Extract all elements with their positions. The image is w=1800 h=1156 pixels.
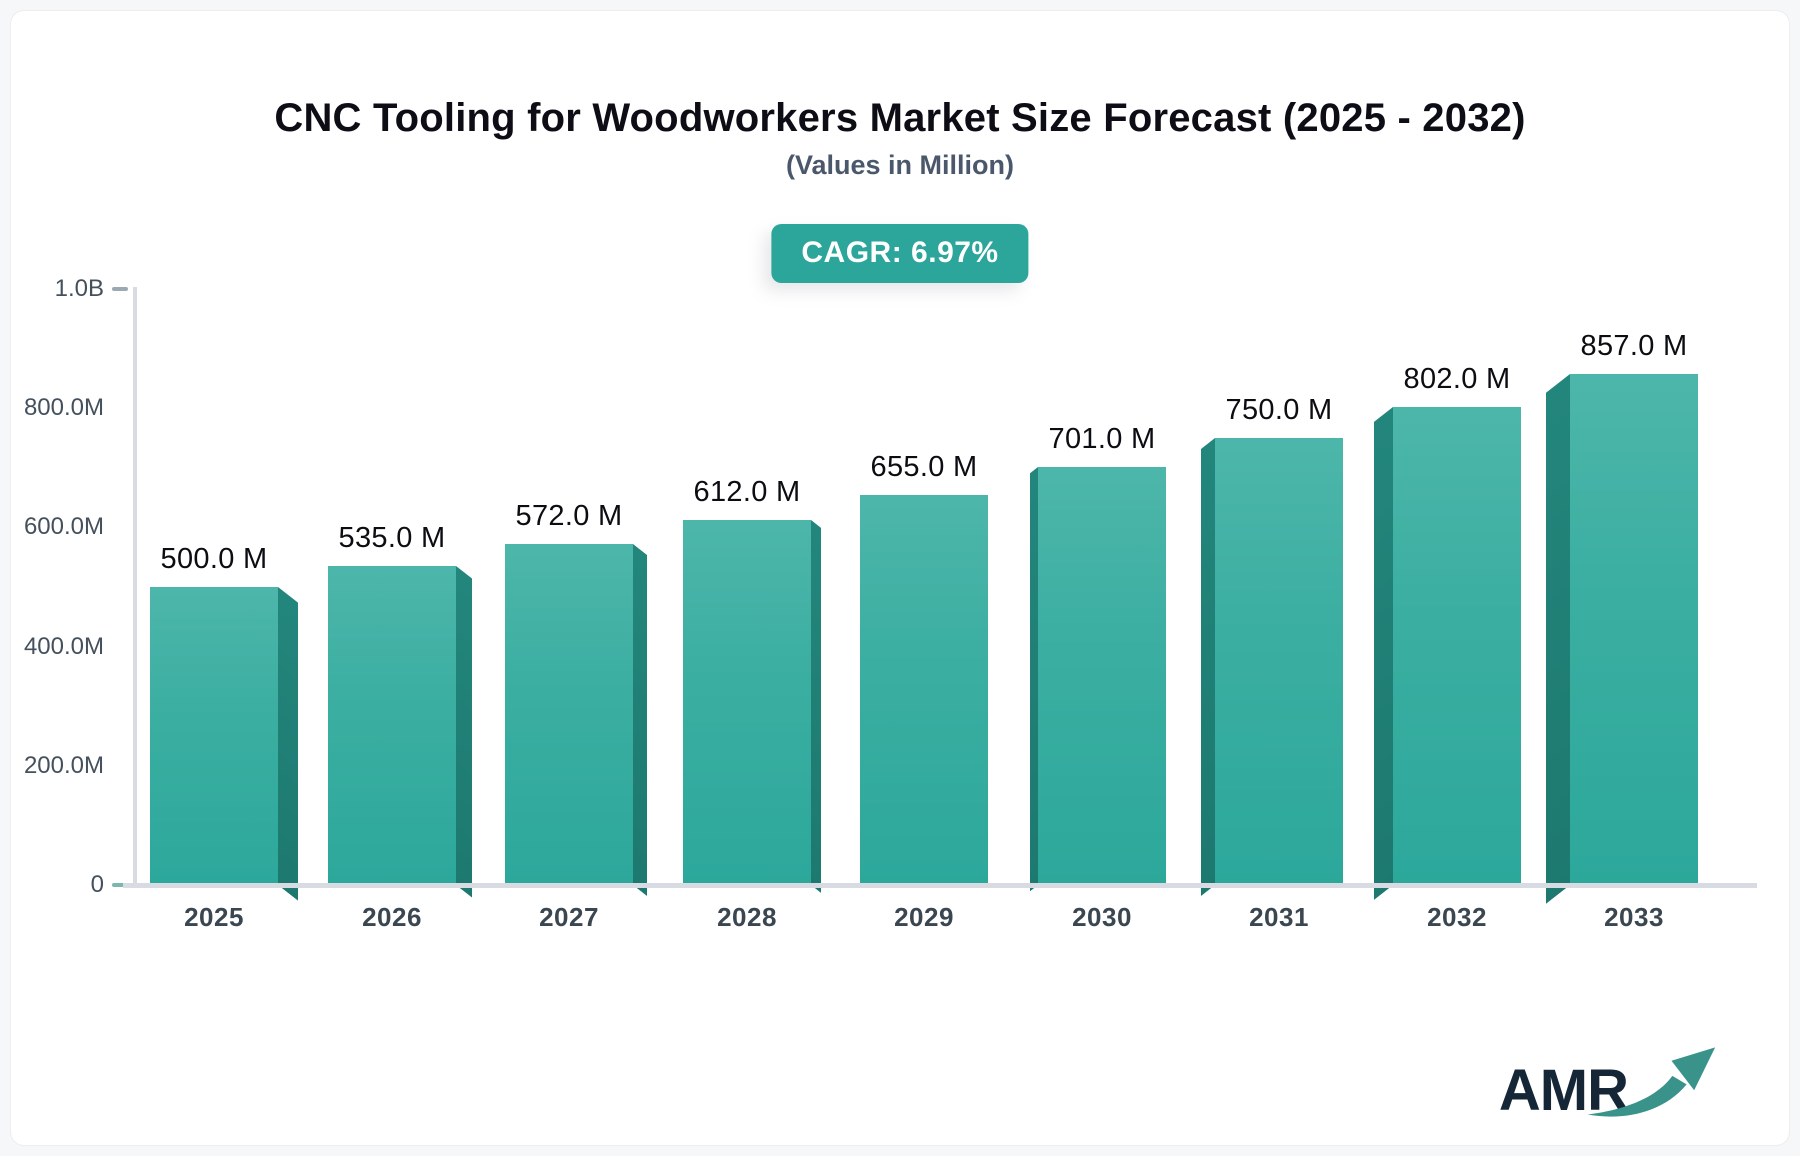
bar-2031[interactable] (1215, 438, 1343, 885)
y-axis-tick-0 (112, 883, 128, 887)
bar-side-2025 (278, 587, 298, 901)
bar-value-label-2032: 802.0 M (1403, 363, 1511, 395)
x-axis-label-2025: 2025 (184, 902, 244, 932)
bar-side-2026 (456, 566, 472, 898)
bar-side-2028 (811, 520, 821, 893)
bar-value-label-2025: 500.0 M (160, 543, 268, 575)
x-axis-label-2028: 2028 (717, 902, 777, 932)
x-axis-label-2032: 2032 (1427, 902, 1487, 932)
bar-2025[interactable] (150, 587, 278, 885)
bar-value-label-2027: 572.0 M (515, 500, 623, 532)
growth-arrow-icon (1587, 1047, 1716, 1117)
bar-2032[interactable] (1393, 407, 1521, 885)
bar-2029[interactable] (860, 495, 988, 885)
bar-side-2030 (1030, 467, 1038, 892)
bar-value-label-2031: 750.0 M (1225, 394, 1333, 426)
chart-title: CNC Tooling for Woodworkers Market Size … (274, 96, 1526, 140)
bar-side-2033 (1546, 374, 1570, 904)
cagr-badge: CAGR: 6.97% (771, 224, 1029, 283)
chart-subtitle: (Values in Million) (785, 150, 1015, 180)
bar-side-2031 (1201, 438, 1215, 896)
amr-logo: AMR (1499, 1044, 1728, 1120)
bar-2026[interactable] (328, 566, 456, 885)
y-axis-tick-1.0B (112, 287, 128, 291)
x-axis-label-2026: 2026 (362, 902, 422, 932)
y-axis-label-0: 0 (90, 871, 104, 898)
bar-2027[interactable] (505, 544, 633, 885)
y-axis-label-600.0M: 600.0M (23, 513, 104, 541)
bar-side-2027 (633, 544, 647, 896)
bar-side-2032 (1374, 407, 1393, 900)
bar-2028[interactable] (683, 520, 811, 885)
bar-2033[interactable] (1570, 374, 1698, 885)
x-axis-label-2033: 2033 (1604, 902, 1664, 932)
y-axis-line (133, 287, 137, 887)
bar-2030[interactable] (1038, 467, 1166, 885)
x-axis-label-2027: 2027 (539, 902, 599, 932)
bar-value-label-2030: 701.0 M (1048, 423, 1156, 455)
amr-logo-text: AMR (1498, 1058, 1629, 1123)
bar-value-label-2026: 535.0 M (338, 522, 446, 554)
y-axis-label-200.0M: 200.0M (23, 751, 104, 779)
y-axis-label-400.0M: 400.0M (23, 632, 104, 660)
x-axis-label-2030: 2030 (1072, 902, 1132, 932)
bar-value-label-2033: 857.0 M (1580, 330, 1688, 362)
y-axis-label-800.0M: 800.0M (23, 394, 104, 422)
x-axis-label-2029: 2029 (894, 902, 954, 932)
x-axis-label-2031: 2031 (1249, 902, 1309, 932)
y-axis-label-1.0B: 1.0B (54, 275, 104, 302)
x-axis-line (123, 883, 1757, 888)
bar-value-label-2028: 612.0 M (693, 476, 801, 508)
bar-value-label-2029: 655.0 M (870, 451, 978, 483)
